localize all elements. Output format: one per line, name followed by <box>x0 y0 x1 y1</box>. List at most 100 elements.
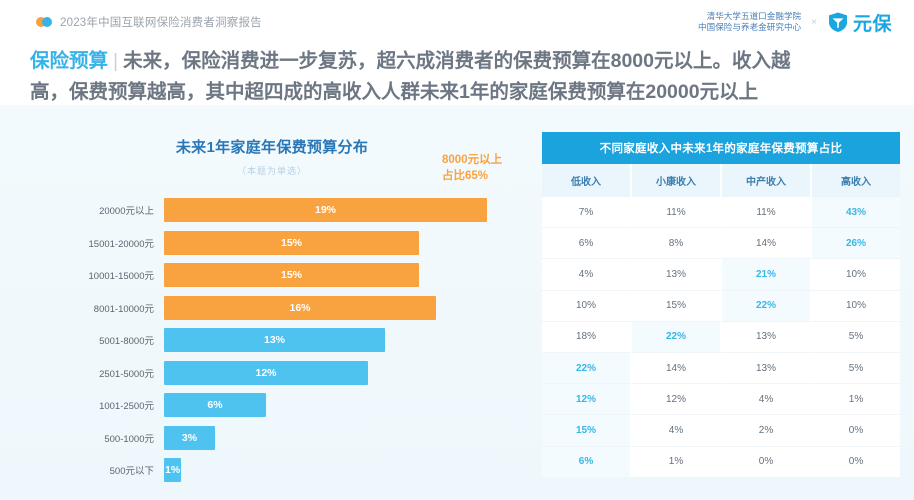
table-cell: 13% <box>722 321 812 353</box>
table-row: 22% 14% 13% 5% <box>542 352 900 385</box>
bar-category-label: 500-1000元 <box>104 433 154 445</box>
bar-category-label: 10001-15000元 <box>88 271 155 282</box>
bar-row: 1001-2500元 6% <box>22 393 522 417</box>
annotation-line-1: 8000元以上 <box>442 154 503 166</box>
chart-title: 未来1年家庭年保费预算分布 <box>175 139 369 156</box>
bar-row: 10001-15000元 15% <box>22 263 522 287</box>
table-row: 6% 8% 14% 26% <box>542 228 900 260</box>
title-line-2: 高，保费预算越高，其中超四成的高收入人群未来1年的家庭保费预算在20000元以上 <box>30 81 759 103</box>
annotation-line-2: 占比65% <box>442 170 489 182</box>
table-cell: 0% <box>812 415 900 447</box>
table-row: 15% 4% 2% 0% <box>542 415 900 447</box>
bar-row: 5001-8000元 13% <box>22 328 522 352</box>
table-column-header: 高收入 <box>841 177 871 188</box>
table-cell: 6% <box>542 228 632 260</box>
bar-track: 3% <box>164 425 522 450</box>
table-cell: 11% <box>632 197 722 229</box>
bar-row: 20000元以上 19% <box>22 198 522 222</box>
bar-fill: 3% <box>164 425 215 450</box>
bar-track: 15% <box>164 263 522 287</box>
table-cell: 4% <box>632 415 722 447</box>
bar-value-label: 6% <box>207 399 223 411</box>
table-title: 不同家庭收入中未来1年的家庭年保费预算占比 <box>542 132 900 164</box>
bar-row: 500-1000元 3% <box>22 425 522 450</box>
table-cell: 10% <box>812 290 900 322</box>
table-cell: 13% <box>722 352 812 385</box>
table-cell: 0% <box>812 446 900 477</box>
bar-value-label: 1% <box>165 464 181 476</box>
table-cell-highlighted: 12% <box>542 384 632 416</box>
report-label: 2023年中国互联网保险消费者洞察报告 <box>60 17 262 29</box>
bar-track: 13% <box>164 328 522 352</box>
table-cell-highlighted: 43% <box>812 197 900 229</box>
table-cell-highlighted: 22% <box>632 321 722 353</box>
bar-row: 500元以下 1% <box>22 458 522 482</box>
table-cell: 2% <box>722 415 812 447</box>
bar-category-label: 20000元以上 <box>99 206 154 217</box>
table-cell: 7% <box>542 197 632 229</box>
table-column-header: 中产收入 <box>722 164 812 197</box>
table-cell-highlighted: 26% <box>812 228 900 260</box>
table-column-headers: 低收入 小康收入 中产收入 高收入 <box>542 164 900 197</box>
header-right: 清华大学五道口金融学院 中国保险与养老金研究中心 × 元保 <box>698 9 892 36</box>
bar-track: 16% <box>164 295 522 320</box>
bar-category-label: 1001-2500元 <box>99 401 154 412</box>
bar-track: 19% <box>164 198 522 222</box>
bar-fill: 1% <box>164 458 181 482</box>
chart-subtitle: （本题为单选） <box>236 166 307 176</box>
table-cell: 12% <box>632 384 722 416</box>
table-row: 6% 1% 0% 0% <box>542 446 900 477</box>
bar-fill: 13% <box>164 328 385 352</box>
table-row: 7% 11% 11% 43% <box>542 197 900 229</box>
bar-fill: 19% <box>164 198 487 222</box>
table-cell: 5% <box>812 352 900 385</box>
table-cell: 14% <box>722 228 812 260</box>
bar-value-label: 3% <box>181 431 198 444</box>
bar-track: 12% <box>164 360 522 385</box>
table-cell-highlighted: 21% <box>722 259 812 291</box>
two-dots-logo-icon <box>36 17 53 27</box>
table-cell-highlighted: 22% <box>542 352 632 385</box>
bar-fill: 12% <box>164 360 368 385</box>
university-line-2: 中国保险与养老金研究中心 <box>698 22 802 32</box>
table-cell: 18% <box>542 321 632 353</box>
table-row: 4% 13% 21% 10% <box>542 259 900 291</box>
bar-fill: 16% <box>164 295 436 320</box>
bar-value-label: 12% <box>255 366 277 379</box>
table-cell: 1% <box>812 384 900 416</box>
table-cell: 14% <box>632 352 722 385</box>
bar-row: 15001-20000元 15% <box>22 230 522 255</box>
brand-logo: 元保 <box>827 9 892 36</box>
table-cell: 4% <box>722 384 812 416</box>
table-row: 18% 22% 13% 5% <box>542 321 900 353</box>
bar-row: 2501-5000元 12% <box>22 360 522 385</box>
table-cell-highlighted: 15% <box>542 415 632 447</box>
table-cell: 8% <box>632 228 722 260</box>
table-row: 12% 12% 4% 1% <box>542 384 900 416</box>
header-left: 2023年中国互联网保险消费者洞察报告 <box>36 14 262 30</box>
title-line-1: 保险预算 | 未来，保险消费进一步复苏，超六成消费者的保费预算在8000元以上。收入… <box>30 46 896 77</box>
table-cell: 10% <box>812 259 900 291</box>
table-cell: 4% <box>542 259 632 291</box>
table-body: 7% 11% 11% 43% 6% 8% 14% 26% 4% 13% 21% 10% 10% 15% 22… <box>542 197 900 477</box>
bar-track: 1% <box>164 458 522 482</box>
bar-category-label: 5001-8000元 <box>99 336 154 347</box>
brand-name: 元保 <box>852 13 892 35</box>
bar-value-label: 15% <box>280 236 302 249</box>
bar-category-label: 2501-5000元 <box>99 368 154 380</box>
bar-row: 8001-10000元 16% <box>22 295 522 320</box>
chart-annotation: 8000元以上 占比65% <box>442 152 552 184</box>
bar-track: 6% <box>164 393 522 417</box>
table-cell: 11% <box>722 197 812 229</box>
budget-distribution-chart: 未来1年家庭年保费预算分布 （本题为单选） 20000元以上 19% 15001-2… <box>22 126 522 500</box>
income-budget-table: 不同家庭收入中未来1年的家庭年保费预算占比 低收入 小康收入 中产收入 高收入 7% 1… <box>542 132 900 477</box>
table-cell: 1% <box>632 446 722 477</box>
cross-separator-icon: × <box>811 16 817 28</box>
table-column-header: 小康收入 <box>632 164 722 197</box>
shield-icon <box>827 11 849 33</box>
table-cell: 13% <box>632 259 722 291</box>
page-title: 保险预算 | 未来，保险消费进一步复苏，超六成消费者的保费预算在8000元以上。收入… <box>30 46 896 108</box>
bar-category-label: 8001-10000元 <box>93 303 154 315</box>
bar-value-label: 15% <box>280 269 302 281</box>
table-cell: 15% <box>632 290 722 322</box>
